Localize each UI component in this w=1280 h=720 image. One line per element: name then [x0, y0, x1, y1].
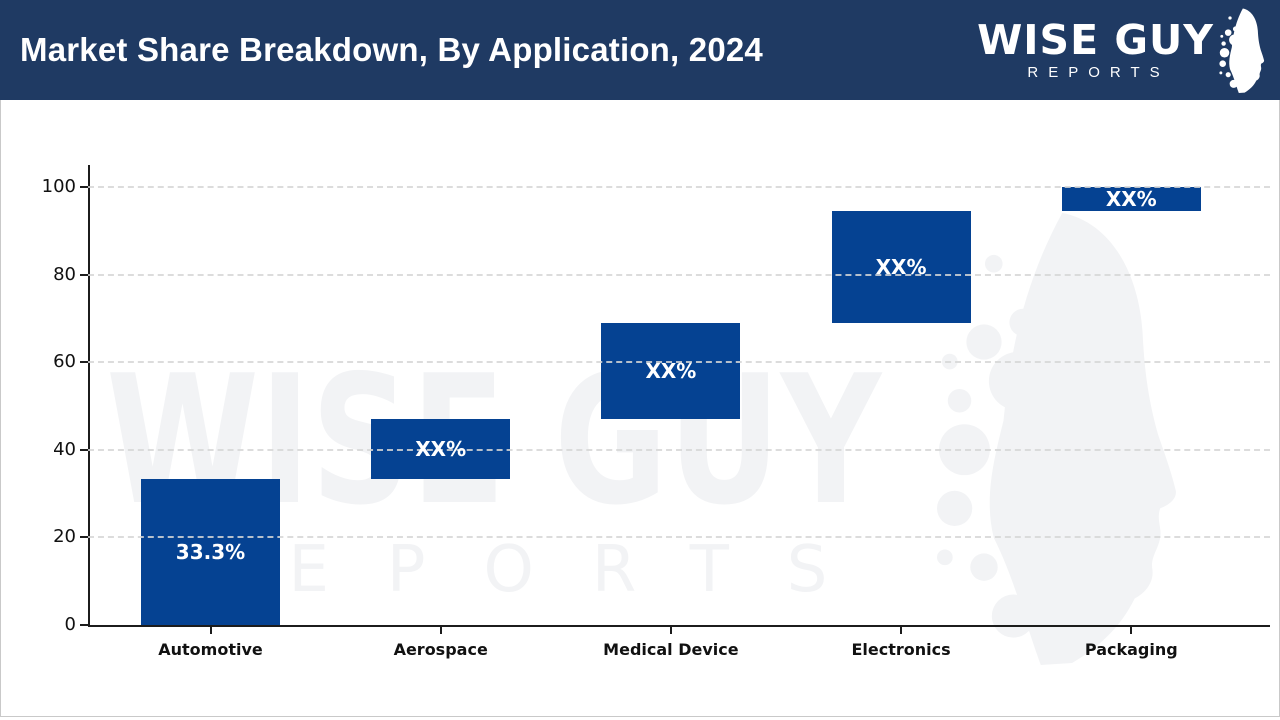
- gridline: [88, 361, 1270, 364]
- y-tick-label: 20: [53, 526, 76, 548]
- header: Market Share Breakdown, By Application, …: [0, 0, 1280, 100]
- bar-electronics: [831, 211, 971, 323]
- gridline: [88, 536, 1270, 539]
- x-axis-line: [88, 625, 1270, 627]
- x-tick-mark: [1130, 627, 1133, 634]
- watermark-subtext: REPORTS: [186, 533, 886, 607]
- bar-packaging: [1061, 187, 1201, 212]
- x-axis-label: Aerospace: [393, 640, 488, 659]
- logo-subtext: REPORTS: [1027, 64, 1170, 81]
- bar-value-label: XX%: [1105, 187, 1157, 212]
- y-tick-mark: [80, 448, 88, 451]
- x-tick-mark: [669, 627, 672, 634]
- y-tick-label: 80: [53, 263, 76, 285]
- x-axis-label: Electronics: [851, 640, 951, 659]
- y-tick-mark: [80, 361, 88, 364]
- x-axis-label: Automotive: [158, 640, 263, 659]
- wise-guy-logo: WISE GUY REPORTS: [977, 7, 1266, 93]
- y-tick-mark: [80, 273, 88, 276]
- y-tick-label: 0: [64, 614, 76, 635]
- y-tick-mark: [80, 536, 88, 539]
- x-axis-label: Packaging: [1084, 640, 1178, 659]
- bar-medical-device: [601, 322, 741, 420]
- logo-head-icon: [1219, 8, 1265, 93]
- bar-value-label: XX%: [875, 254, 927, 279]
- x-tick-mark: [900, 627, 903, 634]
- x-axis-label: Medical Device: [603, 640, 739, 659]
- bar-value-label: XX%: [415, 437, 467, 462]
- y-axis-line: [88, 165, 90, 627]
- logo-wordmark: WISE GUY: [977, 16, 1214, 64]
- bar-value-label: XX%: [645, 358, 697, 383]
- gridline: [88, 186, 1270, 188]
- bar-value-label: 33.3%: [175, 540, 246, 565]
- x-tick-mark: [209, 627, 212, 634]
- y-tick-label: 60: [53, 351, 76, 373]
- y-tick-label: 40: [53, 438, 76, 460]
- bar-automotive: [141, 479, 280, 625]
- gridline: [88, 273, 1270, 276]
- watermark-head-icon: [937, 212, 1176, 665]
- logo-text: WISE GUY REPORTS: [977, 16, 1214, 81]
- x-tick-mark: [439, 627, 442, 634]
- y-tick-mark: [80, 624, 88, 626]
- y-tick-mark: [80, 186, 88, 188]
- y-tick-label: 100: [41, 176, 76, 197]
- chart-title: Market Share Breakdown, By Application, …: [20, 31, 763, 68]
- gridline: [88, 448, 1270, 451]
